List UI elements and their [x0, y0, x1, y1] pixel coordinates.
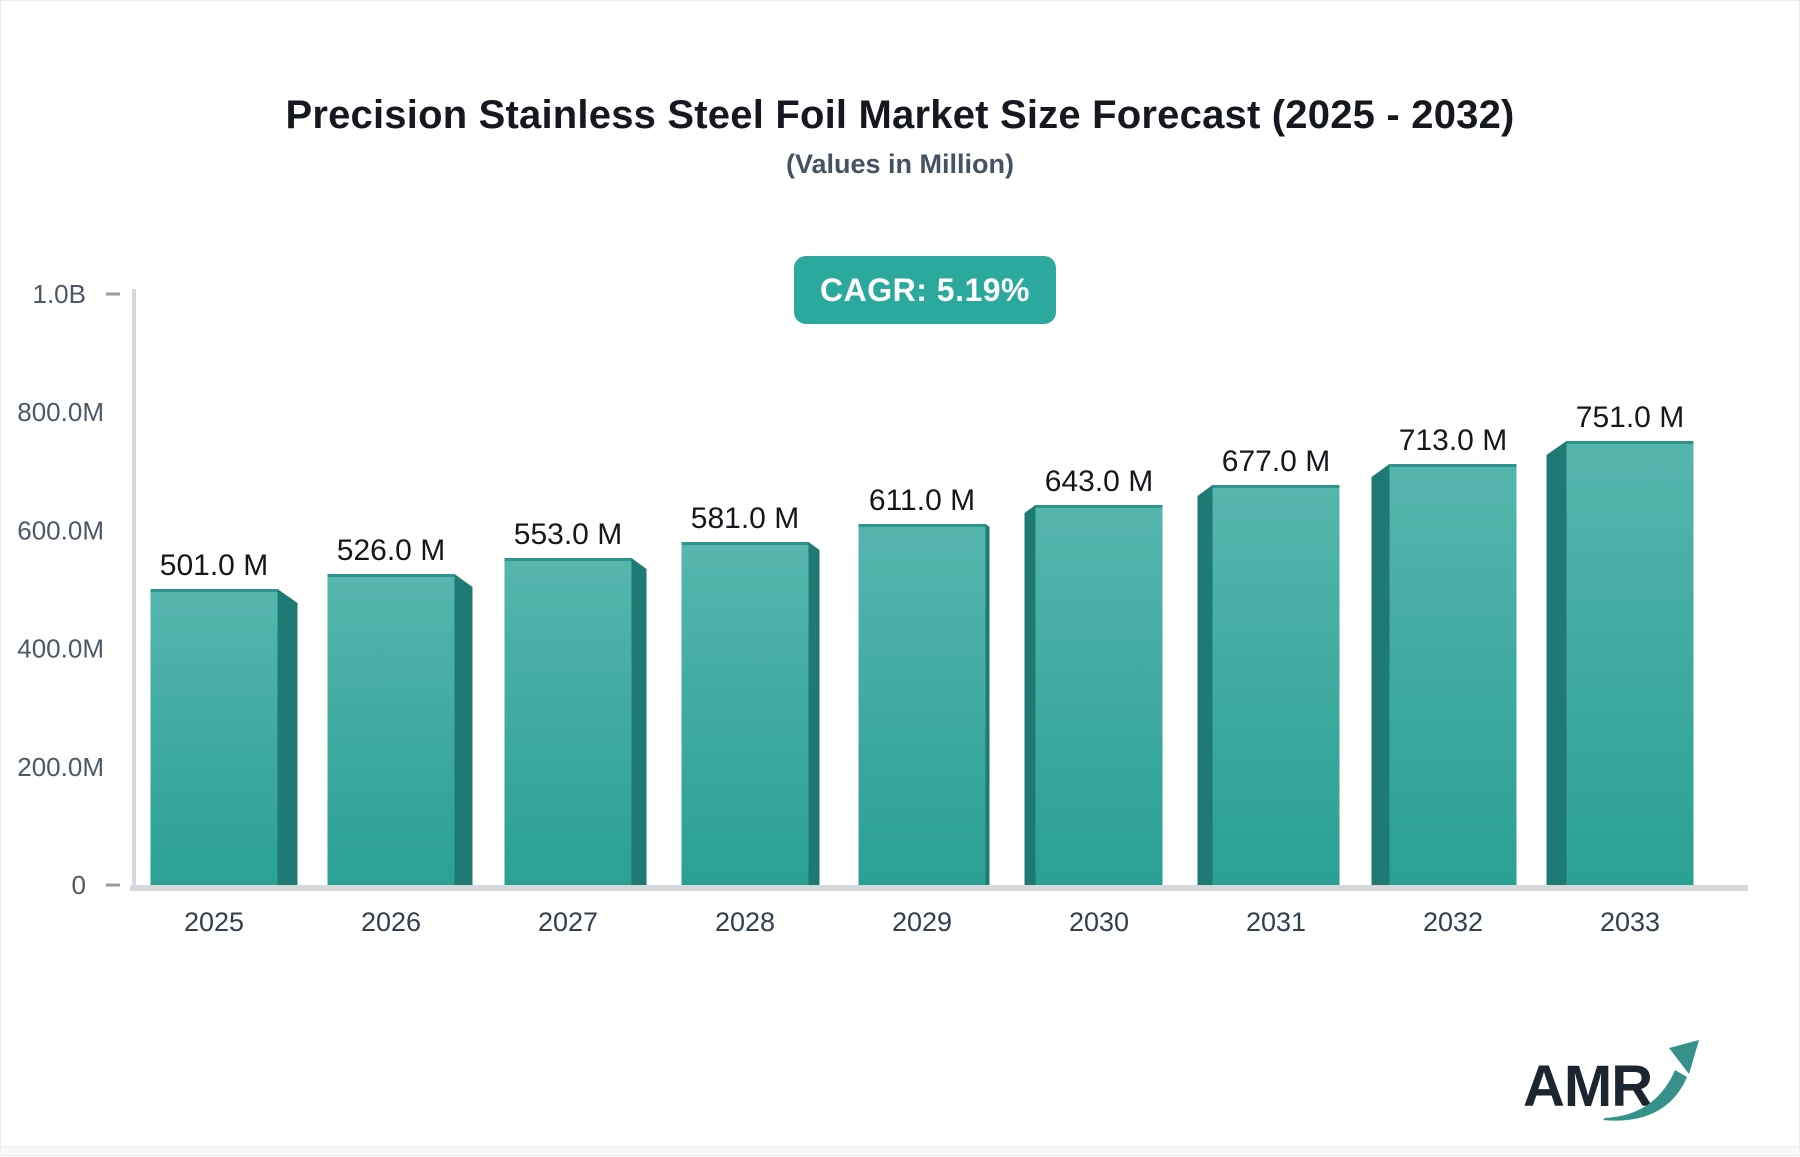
chart-title: Precision Stainless Steel Foil Market Si…: [285, 93, 1515, 137]
chart-subtitle: (Values in Million): [785, 149, 1015, 179]
y-tick-label: 1.0B: [33, 279, 87, 309]
x-tick-label: 2032: [1423, 907, 1483, 937]
x-tick-label: 2031: [1246, 907, 1306, 937]
bar: [327, 574, 455, 885]
chart-labels: 0 200.0M 400.0M 600.0M 800.0M 1.0B 501.0 M 2025…: [17, 279, 1684, 937]
bar-value-label: 751.0 M: [1576, 401, 1684, 434]
y-tick-label: 600.0M: [17, 515, 104, 545]
x-tick-label: 2033: [1600, 907, 1660, 937]
amr-logo-arrow-icon: [1603, 1070, 1687, 1121]
bar-value-label: 553.0 M: [514, 518, 622, 551]
bar-value-label: 643.0 M: [1045, 465, 1153, 498]
bar-side-face: [985, 524, 990, 885]
x-tick-label: 2030: [1069, 907, 1129, 937]
x-tick-label: 2026: [361, 907, 421, 937]
y-tick-label: 200.0M: [17, 752, 104, 782]
bar-side-face: [631, 558, 647, 885]
y-tick-label: 800.0M: [17, 397, 104, 427]
bar: [858, 524, 986, 885]
y-tick-label: 0: [72, 870, 86, 900]
bar-value-label: 526.0 M: [337, 534, 445, 567]
bar-side-face: [277, 589, 298, 885]
bar: [1566, 441, 1694, 885]
bar-value-label: 501.0 M: [160, 549, 268, 582]
x-tick-label: 2028: [715, 907, 775, 937]
y-tick-label: 400.0M: [17, 634, 104, 664]
bar-value-label: 713.0 M: [1399, 424, 1507, 457]
bar-side-face: [454, 574, 473, 885]
amr-logo-text: AMR: [1523, 1054, 1652, 1119]
x-axis-baseline: [130, 885, 1748, 891]
bar: [150, 589, 278, 885]
chart-bars: [150, 441, 1694, 885]
bar-side-face: [1024, 505, 1036, 885]
cagr-badge: CAGR: 5.19%: [794, 256, 1056, 324]
x-tick-label: 2025: [184, 907, 244, 937]
page-bottom-strip: [1, 1146, 1799, 1155]
bar-side-face: [808, 542, 820, 885]
amr-logo-arrowhead-icon: [1669, 1040, 1699, 1074]
chart-axes: [130, 289, 1748, 891]
amr-logo: AMR: [1523, 1040, 1699, 1121]
y-axis-line: [132, 289, 136, 888]
bar: [1212, 485, 1340, 885]
bar: [1035, 505, 1163, 885]
bar-side-face: [1197, 485, 1213, 885]
bar-side-face: [1546, 441, 1567, 885]
cagr-badge-label: CAGR: 5.19%: [820, 271, 1030, 308]
bar-value-label: 611.0 M: [869, 484, 975, 517]
bar: [1389, 464, 1517, 885]
bar: [681, 542, 809, 885]
x-tick-label: 2029: [892, 907, 952, 937]
bar: [504, 558, 632, 885]
bar-value-label: 581.0 M: [691, 502, 799, 535]
bar-side-face: [1371, 464, 1390, 885]
bar-value-label: 677.0 M: [1222, 445, 1330, 478]
x-tick-label: 2027: [538, 907, 598, 937]
